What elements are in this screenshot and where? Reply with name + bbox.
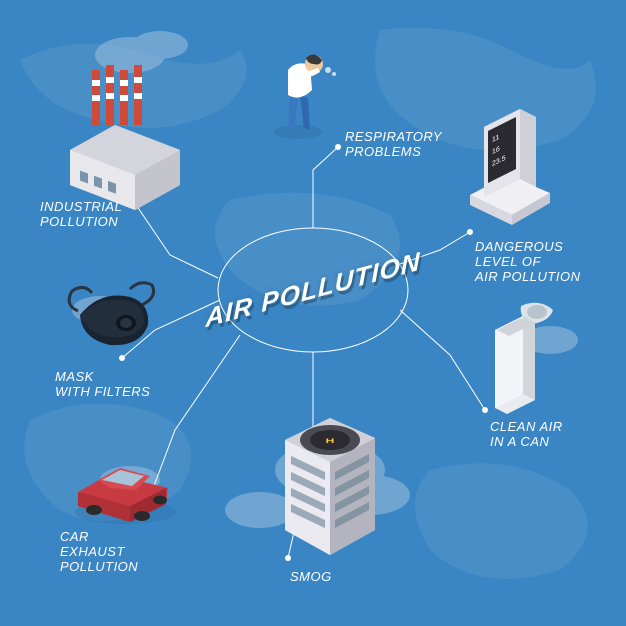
svg-text:H: H: [326, 438, 335, 445]
building-icon: H: [285, 418, 375, 555]
infographic-canvas: 11 16 23.5: [0, 0, 626, 626]
background-svg: 11 16 23.5: [0, 0, 626, 626]
